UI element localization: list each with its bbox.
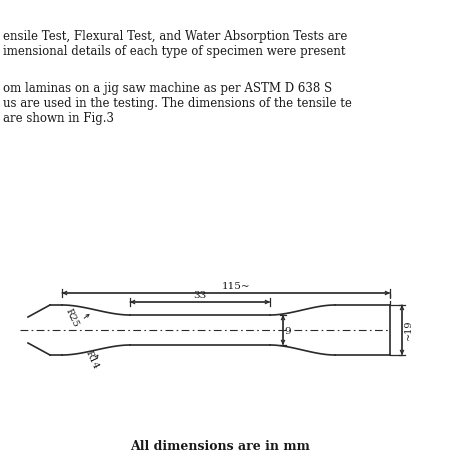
Text: 33: 33: [193, 291, 207, 300]
Text: imensional details of each type of specimen were present: imensional details of each type of speci…: [3, 45, 346, 58]
Text: are shown in Fig.3: are shown in Fig.3: [3, 112, 114, 125]
Text: 115~: 115~: [222, 282, 250, 291]
Text: R14: R14: [84, 349, 100, 371]
Text: ~19: ~19: [404, 320, 413, 340]
Text: us are used in the testing. The dimensions of the tensile te: us are used in the testing. The dimensio…: [3, 97, 352, 110]
Text: ensile Test, Flexural Test, and Water Absorption Tests are: ensile Test, Flexural Test, and Water Ab…: [3, 30, 347, 43]
Text: om laminas on a jig saw machine as per ASTM D 638 S: om laminas on a jig saw machine as per A…: [3, 82, 332, 95]
Text: All dimensions are in mm: All dimensions are in mm: [130, 440, 310, 453]
Text: R25: R25: [64, 307, 80, 329]
Text: 9: 9: [284, 327, 291, 336]
